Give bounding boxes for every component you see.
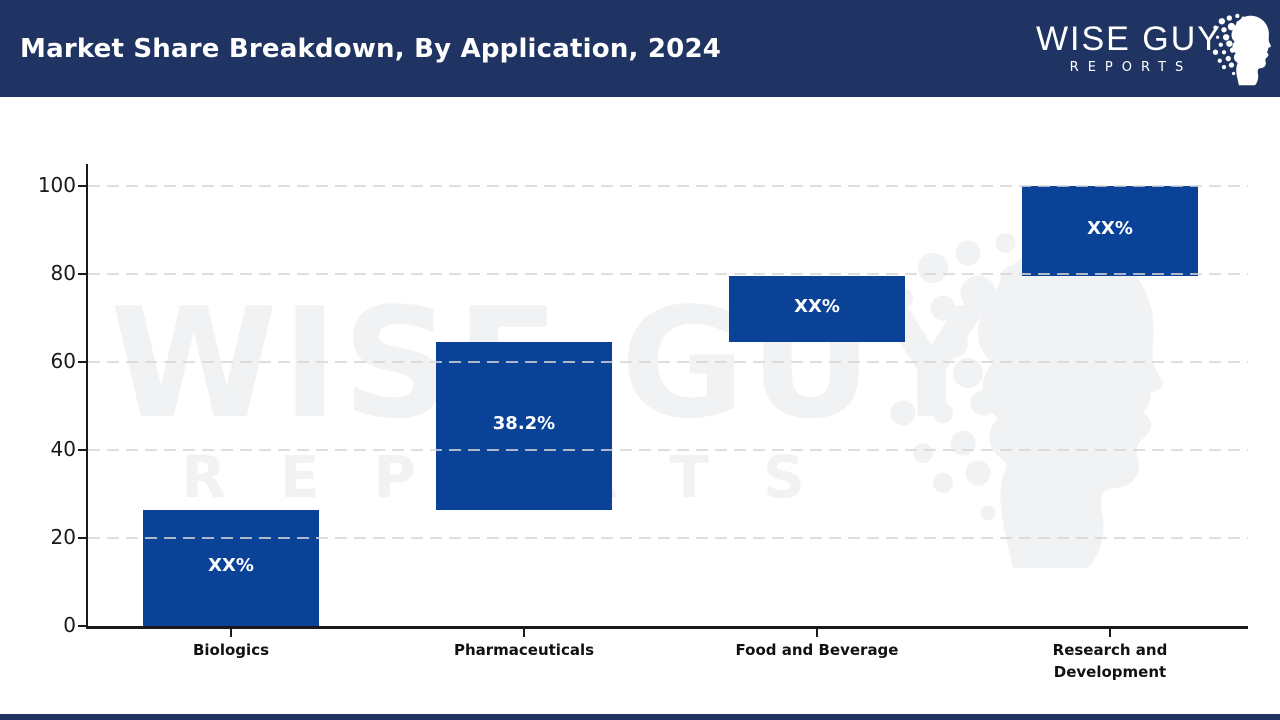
x-axis-line [86,626,1248,629]
y-tick-100 [78,185,86,187]
footer-strip [0,714,1280,720]
bar-biologics [143,509,319,626]
x-tick-3 [816,629,818,637]
bar-value-label-2: 38.2% [492,412,556,434]
bar-pharmaceuticals [436,341,612,510]
bar-value-label-3: XX% [794,295,840,317]
y-tick-40 [78,449,86,451]
x-tick-1 [230,629,232,637]
gridline-100 [88,185,1248,187]
y-tick-label-0: 0 [63,613,76,637]
y-tick-label-80: 80 [50,261,76,285]
bar-value-label-1: XX% [208,554,254,576]
x-label-food-and-beverage: Food and Beverage [735,641,899,659]
y-tick-label-40: 40 [50,437,76,461]
gridline-80 [88,273,1248,275]
x-label-biologics: Biologics [192,641,270,659]
y-tick-60 [78,361,86,363]
wiseguy-logo: WISE GUY REPORTS [1036,10,1272,88]
x-label-research-and-development: Research and Development [1052,641,1168,681]
logo-wordmark: WISE GUY [1035,20,1222,58]
page-title: Market Share Breakdown, By Application, … [20,33,722,64]
bar-value-label-4: XX% [1087,217,1133,239]
x-tick-4 [1109,629,1111,637]
y-axis-line [86,164,88,629]
y-tick-label-20: 20 [50,525,76,549]
gridline-40 [88,449,1248,451]
gridline-60 [88,361,1248,363]
x-label-pharmaceuticals: Pharmaceuticals [453,641,595,659]
header-bar: Market Share Breakdown, By Application, … [0,0,1280,97]
y-tick-80 [78,273,86,275]
y-tick-0 [78,625,86,627]
bar-food-and-beverage [729,275,905,342]
y-tick-20 [78,537,86,539]
y-tick-label-60: 60 [50,349,76,373]
x-tick-2 [523,629,525,637]
logo-subtitle: REPORTS [1069,60,1193,75]
y-tick-label-100: 100 [37,173,76,197]
gridline-20 [88,537,1248,539]
